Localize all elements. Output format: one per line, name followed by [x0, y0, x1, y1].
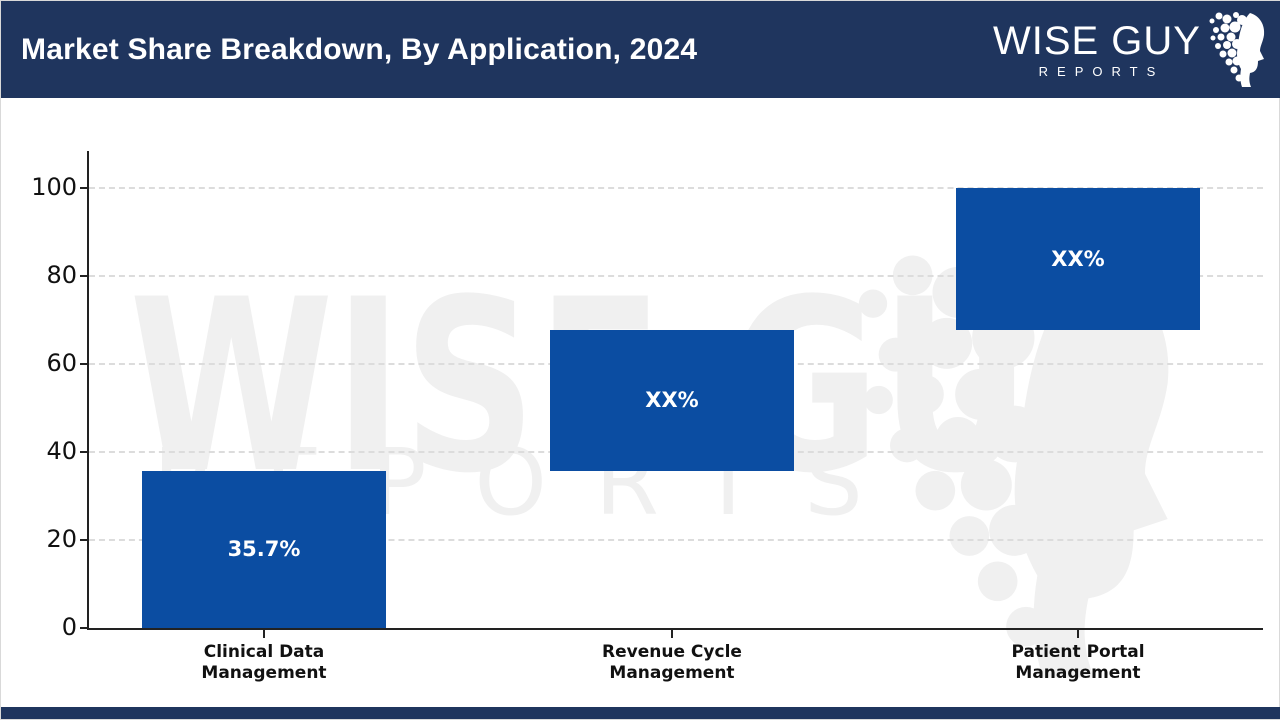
- header-bar: Market Share Breakdown, By Application, …: [1, 1, 1280, 98]
- bar-segment: 35.7%: [142, 470, 386, 628]
- y-tick-label: 20: [46, 525, 77, 553]
- footer-bar: [1, 707, 1280, 719]
- logo-subtext: REPORTS: [1038, 63, 1165, 79]
- x-category-label: Clinical Data Management: [114, 642, 414, 684]
- brand-logo: WISE GUY REPORTS: [993, 11, 1267, 89]
- y-tick-label: 40: [46, 437, 77, 465]
- y-tick-mark: [80, 187, 88, 189]
- gridline: [89, 187, 1263, 189]
- bar-value-label: XX%: [645, 388, 699, 413]
- x-category-line2: Management: [609, 663, 735, 683]
- bar-segment: XX%: [550, 329, 794, 471]
- y-tick-mark: [80, 275, 88, 277]
- x-category-label: Revenue Cycle Management: [522, 642, 822, 684]
- y-tick-label: 0: [61, 613, 77, 641]
- x-tick-mark: [263, 630, 265, 638]
- x-category-line1: Clinical Data: [203, 642, 325, 662]
- y-tick-label: 80: [46, 261, 77, 289]
- x-tick-mark: [1077, 630, 1079, 638]
- logo-wordmark: WISE GUY: [992, 18, 1201, 63]
- bar-value-label: XX%: [1051, 246, 1105, 271]
- y-tick-mark: [80, 539, 88, 541]
- x-category-line1: Patient Portal: [1011, 642, 1145, 662]
- y-tick-label: 60: [46, 349, 77, 377]
- x-axis: [87, 628, 1263, 630]
- x-tick-mark: [671, 630, 673, 638]
- x-category-line2: Management: [201, 663, 327, 683]
- y-tick-mark: [80, 363, 88, 365]
- y-tick-mark: [80, 451, 88, 453]
- x-category-line1: Revenue Cycle: [602, 642, 742, 662]
- brand-logo-text: WISE GUY REPORTS: [993, 21, 1201, 79]
- bar-value-label: 35.7%: [227, 537, 301, 562]
- chart-title: Market Share Breakdown, By Application, …: [21, 32, 698, 66]
- y-axis: [87, 151, 89, 630]
- bar-segment: XX%: [956, 188, 1200, 330]
- y-tick-label: 100: [31, 173, 77, 201]
- y-tick-mark: [80, 627, 88, 629]
- logo-face-icon: [1209, 11, 1265, 87]
- gridline: [89, 539, 1263, 541]
- gridline: [89, 275, 1263, 277]
- x-category-line2: Management: [1015, 663, 1141, 683]
- x-category-label: Patient Portal Management: [928, 642, 1228, 684]
